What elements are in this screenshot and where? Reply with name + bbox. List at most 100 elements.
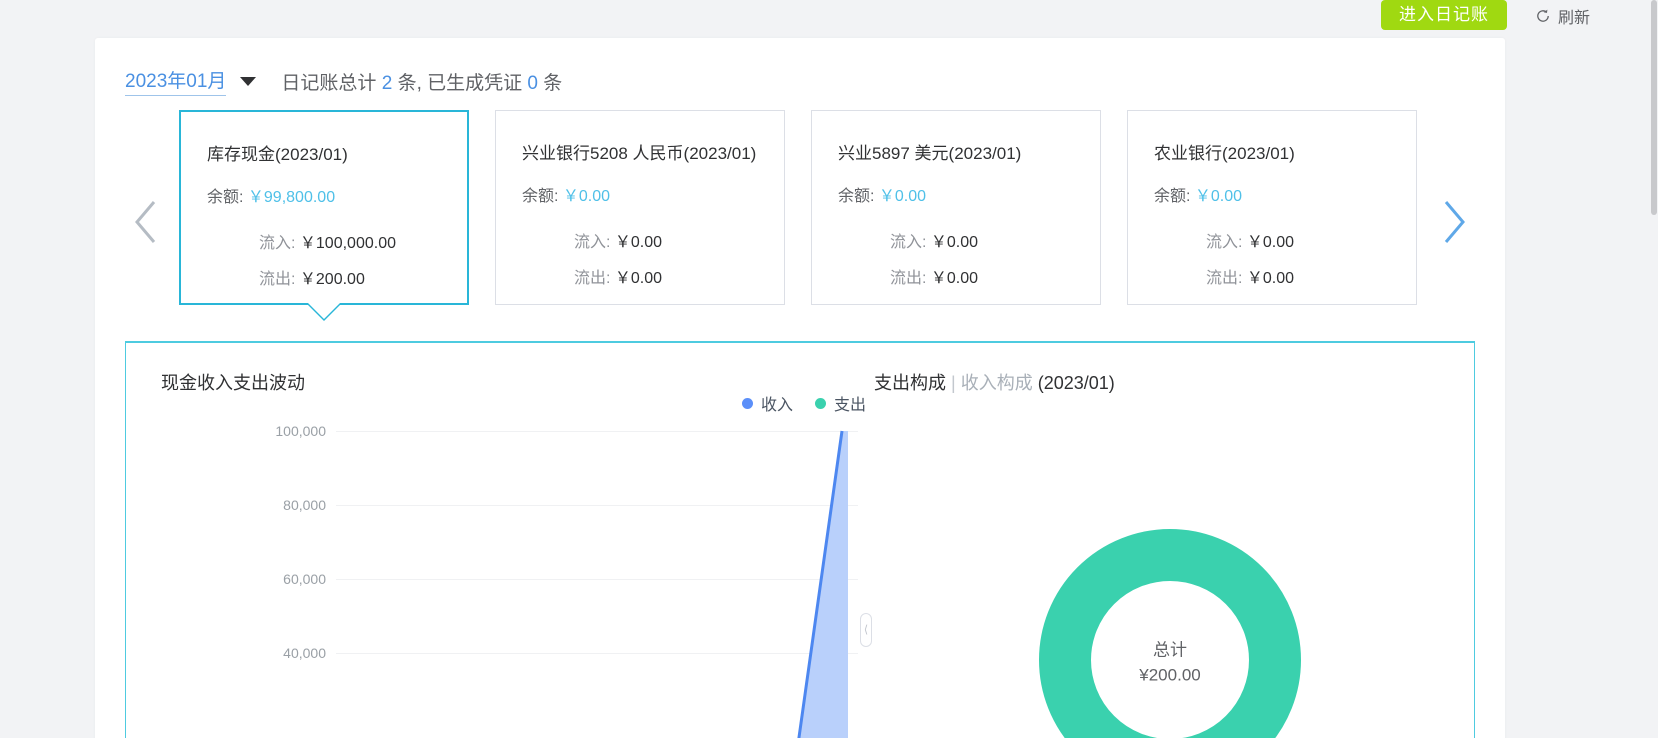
refresh-button[interactable]: 刷新 — [1535, 0, 1590, 30]
account-cards-carousel: 库存现金(2023/01) 余额: ￥99,800.00 流入: ￥100,00… — [95, 110, 1505, 330]
inflow-row: 流入: ￥0.00 — [1206, 228, 1416, 252]
y-tick: 40,000 — [283, 645, 326, 661]
journal-summary-text: 日记账总计 2 条, 已生成凭证 0 条 — [281, 68, 562, 95]
account-card-balance: 余额: ￥99,800.00 — [207, 183, 467, 207]
chart-gridlines — [336, 413, 858, 738]
charts-container: 现金收入支出波动 收入 支出 — [125, 341, 1475, 738]
inflow-row: 流入: ￥0.00 — [890, 228, 1100, 252]
inflow-value: ￥100,000.00 — [299, 235, 396, 252]
inflow-value: ￥0.00 — [614, 234, 663, 251]
y-axis-ticks: 100,000 80,000 60,000 40,000 — [226, 413, 326, 738]
donut-center-label: 总计 ¥200.00 — [1139, 637, 1200, 688]
outflow-label: 流出: — [1206, 270, 1243, 287]
outflow-row: 流出: ￥0.00 — [1206, 264, 1416, 288]
inflow-label: 流入: — [890, 234, 927, 251]
enter-journal-button[interactable]: 进入日记账 — [1380, 0, 1507, 30]
carousel-next-button[interactable] — [1439, 198, 1469, 246]
balance-label: 余额: — [522, 188, 559, 205]
chart-legend: 收入 支出 — [741, 391, 866, 415]
inflow-label: 流入: — [574, 234, 611, 251]
legend-item-expense[interactable]: 支出 — [814, 391, 866, 415]
income-area-series — [797, 430, 848, 738]
account-card-list: 库存现金(2023/01) 余额: ￥99,800.00 流入: ￥100,00… — [179, 110, 1417, 319]
account-card-title: 兴业银行5208 人民币(2023/01) — [522, 144, 757, 163]
selected-card-pointer — [308, 303, 340, 319]
carousel-prev-button[interactable] — [131, 198, 161, 246]
drag-handle-icon[interactable]: ⟨ — [860, 613, 872, 647]
top-action-bar: 进入日记账 刷新 — [0, 0, 1650, 30]
main-panel: 2023年01月 日记账总计 2 条, 已生成凭证 0 条 — [95, 38, 1505, 738]
selected-month-label: 2023年01月 — [125, 66, 227, 96]
page-scrollbar-track[interactable] — [1650, 0, 1658, 738]
outflow-label: 流出: — [259, 271, 296, 288]
cash-flow-plot-area: 100,000 80,000 60,000 40,000 — [126, 413, 866, 738]
summary-middle: 条, 已生成凭证 — [397, 72, 523, 94]
donut-total-amount: ¥200.00 — [1139, 665, 1201, 685]
y-tick: 60,000 — [283, 571, 326, 587]
voucher-count: 0 — [527, 72, 538, 94]
cash-flow-chart-title: 现金收入支出波动 — [161, 373, 305, 393]
account-card[interactable]: 农业银行(2023/01) 余额: ￥0.00 流入: ￥0.00 流出: ￥0… — [1127, 110, 1417, 305]
donut-chart: 总计 ¥200.00 — [1039, 529, 1301, 738]
outflow-row: 流出: ￥0.00 — [574, 264, 784, 288]
account-card-flows: 流入: ￥100,000.00 流出: ￥200.00 — [207, 229, 467, 289]
inflow-row: 流入: ￥0.00 — [574, 228, 784, 252]
account-card-title: 农业银行(2023/01) — [1154, 144, 1295, 163]
balance-value: ￥0.00 — [562, 188, 611, 205]
account-card-balance: 余额: ￥0.00 — [522, 182, 784, 206]
title-separator: | — [951, 373, 956, 393]
account-card-flows: 流入: ￥0.00 流出: ￥0.00 — [522, 228, 784, 288]
balance-label: 余额: — [207, 189, 244, 206]
legend-label-income: 收入 — [760, 397, 793, 414]
refresh-icon — [1535, 8, 1551, 24]
summary-row: 2023年01月 日记账总计 2 条, 已生成凭证 0 条 — [125, 66, 562, 96]
summary-prefix: 日记账总计 — [281, 72, 377, 94]
cash-flow-chart: 现金收入支出波动 收入 支出 — [126, 343, 866, 738]
page-scrollbar-thumb[interactable] — [1651, 0, 1657, 215]
donut-total-label: 总计 — [1152, 640, 1187, 659]
inflow-value: ￥0.00 — [1246, 234, 1295, 251]
account-card-flows: 流入: ￥0.00 流出: ￥0.00 — [1154, 228, 1416, 288]
account-card-title: 兴业5897 美元(2023/01) — [838, 144, 1022, 163]
outflow-row: 流出: ￥200.00 — [259, 265, 467, 289]
month-selector[interactable]: 2023年01月 — [125, 66, 257, 96]
chevron-right-icon — [1444, 201, 1465, 243]
chevron-left-icon — [135, 201, 156, 243]
account-card[interactable]: 兴业5897 美元(2023/01) 余额: ￥0.00 流入: ￥0.00 流… — [811, 110, 1101, 305]
outflow-value: ￥0.00 — [1246, 270, 1295, 287]
tab-expense-composition[interactable]: 支出构成 — [874, 373, 946, 393]
balance-value: ￥0.00 — [1194, 188, 1243, 205]
account-card-title: 库存现金(2023/01) — [207, 145, 348, 164]
summary-suffix: 条 — [543, 72, 563, 94]
expense-color-dot — [814, 397, 826, 409]
balance-label: 余额: — [1154, 188, 1191, 205]
chevron-down-icon — [240, 76, 257, 86]
outflow-label: 流出: — [890, 270, 927, 287]
inflow-label: 流入: — [259, 235, 296, 252]
income-color-dot — [741, 397, 753, 409]
account-card-balance: 余额: ￥0.00 — [1154, 182, 1416, 206]
composition-chart-title: 支出构成 | 收入构成 (2023/01) — [874, 369, 1115, 395]
outflow-row: 流出: ￥0.00 — [890, 264, 1100, 288]
inflow-row: 流入: ￥100,000.00 — [259, 229, 467, 253]
composition-period: (2023/01) — [1037, 373, 1115, 393]
outflow-value: ￥0.00 — [930, 270, 979, 287]
chart-split-divider: ⟨ — [860, 343, 872, 738]
tab-income-composition[interactable]: 收入构成 — [960, 373, 1033, 393]
outflow-label: 流出: — [574, 270, 611, 287]
account-card[interactable]: 库存现金(2023/01) 余额: ￥99,800.00 流入: ￥100,00… — [179, 110, 469, 319]
account-card[interactable]: 兴业银行5208 人民币(2023/01) 余额: ￥0.00 流入: ￥0.0… — [495, 110, 785, 305]
refresh-label: 刷新 — [1557, 10, 1590, 27]
legend-label-expense: 支出 — [833, 397, 866, 414]
inflow-value: ￥0.00 — [930, 234, 979, 251]
inflow-label: 流入: — [1206, 234, 1243, 251]
y-tick: 100,000 — [275, 423, 326, 439]
y-tick: 80,000 — [283, 497, 326, 513]
outflow-value: ￥0.00 — [614, 270, 663, 287]
legend-item-income[interactable]: 收入 — [741, 391, 793, 415]
balance-label: 余额: — [838, 188, 875, 205]
composition-chart: 支出构成 | 收入构成 (2023/01) 总计 ¥200.00 — [866, 343, 1474, 738]
journal-count: 2 — [381, 72, 393, 94]
donut-svg — [1039, 529, 1301, 738]
